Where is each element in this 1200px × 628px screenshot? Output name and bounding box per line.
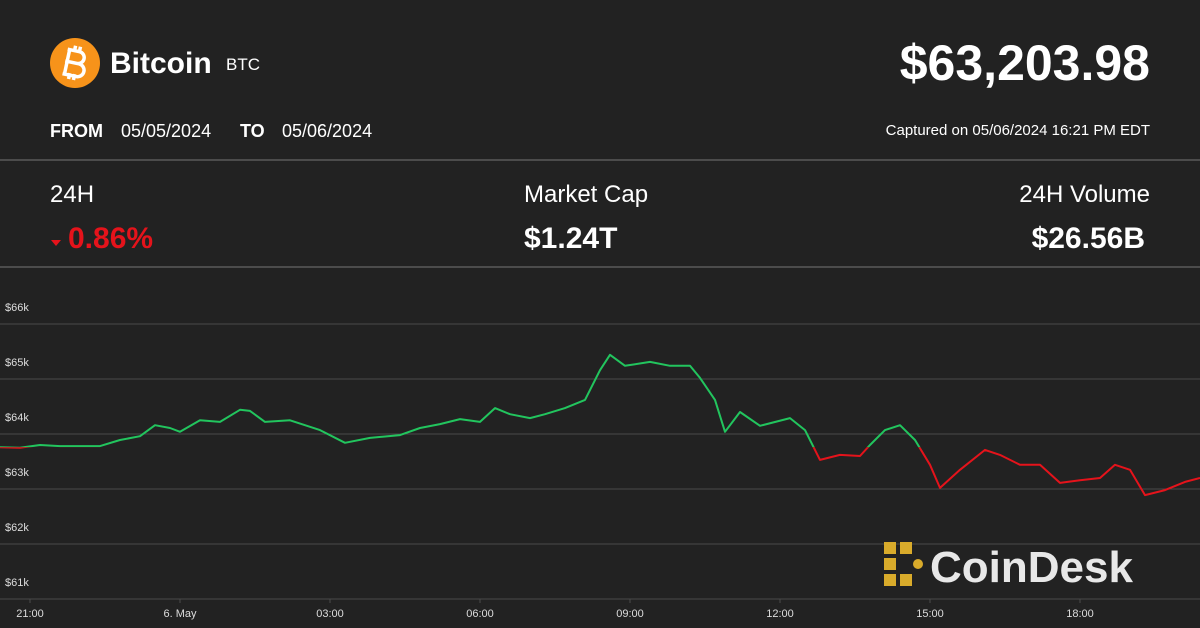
x-tick-label: 12:00 <box>766 608 794 620</box>
x-tick-label: 15:00 <box>916 608 944 620</box>
to-label: TO <box>240 121 265 141</box>
x-tick-label: 09:00 <box>616 608 644 620</box>
stat-label: 24H <box>50 181 94 208</box>
price: $63,203.98 <box>900 35 1150 91</box>
stat-label: 24H Volume <box>1019 181 1150 208</box>
captured: Captured on 05/06/2024 16:21 PM EDT <box>886 122 1150 139</box>
x-tick-label: 03:00 <box>316 608 344 620</box>
x-tick-label: 21:00 <box>16 608 44 620</box>
stat-value: 0.86% <box>68 222 153 255</box>
x-tick-label: 6. May <box>163 608 197 620</box>
stat-label: Market Cap <box>524 181 648 208</box>
price-line-down <box>0 447 1200 497</box>
brand: CoinDesk <box>930 543 1133 592</box>
plot: $61k $62k $63k $64k $65k $66k 21:00 6. May 03:00… <box>0 302 1200 620</box>
stat-value: $26.56B <box>1032 222 1145 255</box>
to-date: 05/06/2024 <box>282 121 372 141</box>
bitcoin-logo <box>50 38 100 88</box>
from-label: FROM <box>50 121 103 141</box>
from-date: 05/05/2024 <box>121 121 211 141</box>
coin-symbol: BTC <box>226 55 260 74</box>
y-tick-label: $63k <box>5 467 29 479</box>
stat-value: $1.24T <box>524 222 617 255</box>
y-tick-label: $61k <box>5 577 29 589</box>
y-tick-label: $66k <box>5 302 29 314</box>
y-tick-label: $64k <box>5 412 29 424</box>
x-tick-label: 18:00 <box>1066 608 1094 620</box>
y-tick-label: $62k <box>5 522 29 534</box>
price-line-up <box>0 353 921 448</box>
y-tick-label: $65k <box>5 357 29 369</box>
x-tick-label: 06:00 <box>466 608 494 620</box>
coindesk-logo: CoinDesk <box>884 542 1133 592</box>
down-arrow <box>51 240 61 246</box>
coin-name: Bitcoin <box>110 47 212 80</box>
